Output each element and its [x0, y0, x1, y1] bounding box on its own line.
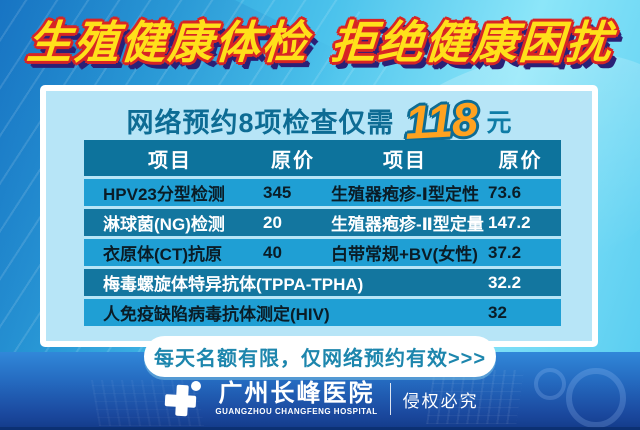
table-header-item-1: 项目 — [148, 149, 192, 172]
bottom-dark-strip — [0, 427, 640, 430]
offer-prefix-text: 网络预约8项检查仅需 — [126, 108, 395, 138]
item-cell: 淋球菌(NG)检测 — [103, 215, 225, 234]
hospital-name-cn: 广州长峰医院 — [218, 380, 375, 408]
table-header-row: 项目 原价 项目 原价 — [84, 140, 561, 176]
table-row: HPV23分型检测 345 生殖器疱疹-Ⅰ型定性 73.6 — [84, 179, 561, 206]
price-cell: 147.2 — [488, 212, 531, 232]
item-cell-full-width: 梅毒螺旋体特异抗体(TPPA-TPHA) — [103, 275, 364, 294]
price-cell: 32 — [488, 302, 507, 322]
copyright-notice: 侵权必究 — [402, 391, 479, 411]
table-row: 衣原体(CT)抗原 40 白带常规+BV(女性) 37.2 — [84, 239, 561, 266]
price-cell: 20 — [263, 212, 282, 232]
offer-line: 网络预约8项检查仅需 118 元 — [46, 92, 592, 149]
stethoscope-ring-decoration — [534, 368, 566, 400]
table-row: 梅毒螺旋体特异抗体(TPPA-TPHA) 32.2 — [84, 269, 561, 296]
price-table: 项目 原价 项目 原价 HPV23分型检测 345 生殖器疱疹-Ⅰ型定性 73.… — [84, 140, 561, 326]
booking-notice-cta[interactable]: 每天名额有限，仅网络预约有效>>> — [144, 336, 496, 377]
footer-divider — [389, 383, 391, 415]
item-cell: HPV23分型检测 — [103, 185, 225, 204]
price-cell: 73.6 — [488, 182, 522, 202]
table-header-price-1: 原价 — [271, 149, 315, 172]
stethoscope-ring-decoration — [566, 368, 626, 428]
medical-cross-icon — [161, 378, 203, 420]
item-cell: 生殖器疱疹-Ⅰ型定性 — [331, 185, 479, 204]
price-cell: 40 — [263, 242, 282, 262]
price-cell: 37.2 — [488, 242, 522, 262]
table-header-price-2: 原价 — [498, 149, 543, 172]
table-header-item-2: 项目 — [383, 149, 427, 172]
headline-part1: 生殖健康体检 — [25, 17, 311, 68]
hospital-name-en: GUANGZHOU CHANGFENG HOSPITAL — [215, 407, 378, 417]
price-cell: 32.2 — [488, 272, 522, 292]
item-cell: 生殖器疱疹-Ⅱ型定量 — [331, 215, 484, 234]
hospital-brand: 广州长峰医院 GUANGZHOU CHANGFENG HOSPITAL — [215, 381, 377, 417]
price-cell: 345 — [263, 182, 292, 202]
footer: 广州长峰医院 GUANGZHOU CHANGFENG HOSPITAL 侵权必究 — [0, 373, 640, 425]
price-panel: 网络预约8项检查仅需 118 元 项目 原价 项目 原价 HPV23分型检测 3… — [40, 85, 598, 347]
offer-price-number: 118 — [403, 92, 478, 149]
headline-part2: 拒绝健康困扰 — [329, 17, 615, 68]
offer-unit-text: 元 — [486, 108, 512, 137]
item-cell-full-width: 人免疫缺陷病毒抗体测定(HIV) — [103, 305, 330, 324]
table-row: 人免疫缺陷病毒抗体测定(HIV) 32 — [84, 299, 561, 326]
table-row: 淋球菌(NG)检测 20 生殖器疱疹-Ⅱ型定量 147.2 — [84, 209, 561, 236]
item-cell: 白带常规+BV(女性) — [331, 245, 478, 264]
main-headline: 生殖健康体检 拒绝健康困扰 — [0, 16, 640, 70]
item-cell: 衣原体(CT)抗原 — [103, 245, 222, 264]
